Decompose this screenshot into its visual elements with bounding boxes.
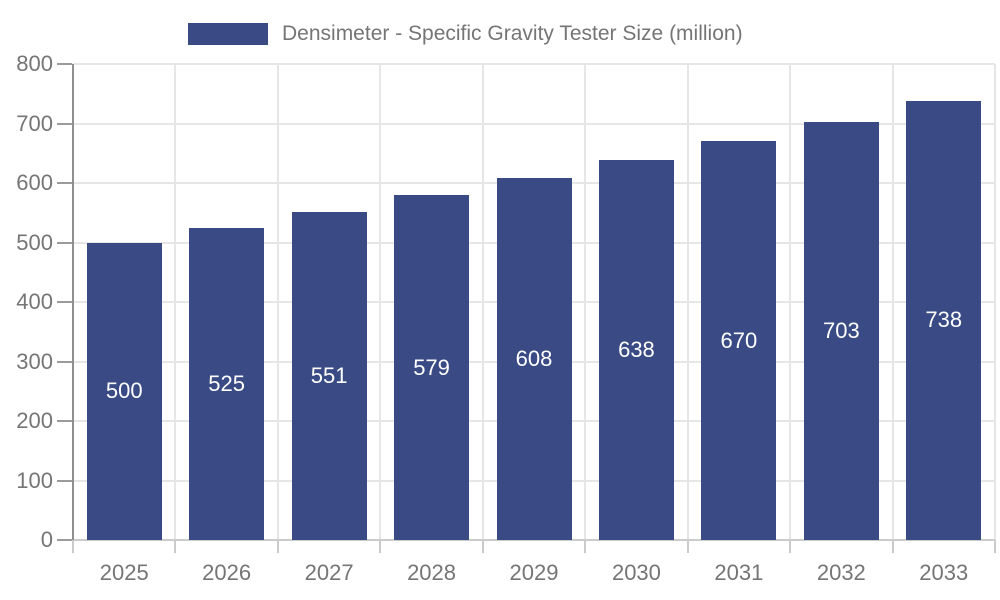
v-gridline xyxy=(584,64,587,540)
y-axis-tick xyxy=(57,420,72,422)
y-axis-tick xyxy=(57,301,72,303)
x-axis-tick xyxy=(481,540,484,553)
legend-swatch xyxy=(188,23,268,45)
v-gridline xyxy=(276,64,279,540)
x-tick-label: 2032 xyxy=(816,560,866,585)
y-axis-tick xyxy=(57,241,72,244)
y-axis-tick xyxy=(57,360,72,363)
bar-value-label: 551 xyxy=(310,363,348,389)
v-gridline xyxy=(789,64,792,540)
y-axis-tick xyxy=(57,479,72,482)
x-tick-label: 2033 xyxy=(919,560,969,585)
y-axis-line xyxy=(72,64,74,553)
bar-value-label: 638 xyxy=(618,337,655,363)
x-tick-label: 2026 xyxy=(202,560,252,585)
v-gridline xyxy=(891,64,894,540)
x-axis-tick xyxy=(789,540,792,553)
y-tick-label: 200 xyxy=(16,408,53,433)
x-axis-tick xyxy=(584,540,587,553)
bar-value-label: 670 xyxy=(720,327,758,353)
h-gridline xyxy=(73,122,995,125)
legend-label: Densimeter - Specific Gravity Tester Siz… xyxy=(282,22,743,45)
y-tick-label: 300 xyxy=(16,348,53,374)
bar-value-label: 703 xyxy=(822,317,860,343)
bar[interactable] xyxy=(496,178,572,540)
y-tick-label: 500 xyxy=(16,229,53,255)
v-gridline xyxy=(994,64,996,540)
chart-legend[interactable]: Densimeter - Specific Gravity Tester Siz… xyxy=(188,22,743,46)
x-tick-label: 2027 xyxy=(304,560,354,585)
bar[interactable] xyxy=(803,121,879,540)
bar-value-label: 738 xyxy=(925,307,963,333)
bar[interactable] xyxy=(189,227,265,540)
h-gridline xyxy=(73,63,995,65)
y-tick-label: 400 xyxy=(16,289,53,314)
y-tick-label: 100 xyxy=(16,467,53,493)
bar[interactable] xyxy=(394,195,470,540)
v-gridline xyxy=(174,64,177,540)
bar-value-label: 525 xyxy=(208,370,246,396)
y-axis-tick xyxy=(57,182,72,184)
y-axis-tick xyxy=(57,63,72,65)
y-tick-label: 0 xyxy=(40,527,53,552)
bar-value-label: 579 xyxy=(413,354,450,380)
x-axis-tick xyxy=(72,540,74,553)
bar-value-label: 500 xyxy=(105,378,143,404)
y-axis-tick xyxy=(57,122,72,125)
bar[interactable] xyxy=(291,212,367,540)
x-tick-label: 2030 xyxy=(611,560,661,585)
y-tick-label: 700 xyxy=(16,110,53,136)
bar[interactable] xyxy=(598,160,674,540)
x-tick-label: 2029 xyxy=(509,560,559,585)
x-tick-label: 2025 xyxy=(99,560,149,585)
x-axis-tick xyxy=(891,540,894,553)
bar-value-label: 608 xyxy=(515,346,553,372)
x-tick-label: 2028 xyxy=(407,560,457,585)
bar[interactable] xyxy=(701,141,777,540)
y-axis-tick xyxy=(57,539,72,541)
x-tick-label: 2031 xyxy=(714,560,764,585)
bar[interactable] xyxy=(86,242,162,540)
v-gridline xyxy=(379,64,382,540)
x-axis-tick xyxy=(994,540,996,553)
x-axis-tick xyxy=(276,540,279,553)
x-axis-tick xyxy=(174,540,177,553)
x-axis-tick xyxy=(379,540,382,553)
y-tick-label: 600 xyxy=(16,170,53,195)
y-tick-label: 800 xyxy=(16,51,53,76)
bar[interactable] xyxy=(906,100,982,540)
v-gridline xyxy=(481,64,484,540)
x-axis-tick xyxy=(686,540,689,553)
x-axis-line xyxy=(73,539,995,541)
v-gridline xyxy=(686,64,689,540)
